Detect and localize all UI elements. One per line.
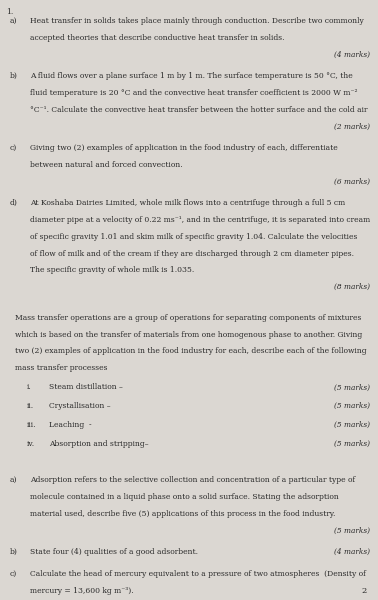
Text: (8 marks): (8 marks) xyxy=(335,283,370,291)
Text: Heat transfer in solids takes place mainly through conduction. Describe two comm: Heat transfer in solids takes place main… xyxy=(30,17,364,25)
Text: molecule contained in a liquid phase onto a solid surface. Stating the adsorptio: molecule contained in a liquid phase ont… xyxy=(30,493,339,501)
Text: (5 marks): (5 marks) xyxy=(335,527,370,535)
Text: °C⁻¹. Calculate the convective heat transfer between the hotter surface and the : °C⁻¹. Calculate the convective heat tran… xyxy=(30,106,368,113)
Text: b): b) xyxy=(9,72,17,80)
Text: accepted theories that describe conductive heat transfer in solids.: accepted theories that describe conducti… xyxy=(30,34,285,41)
Text: (4 marks): (4 marks) xyxy=(335,50,370,58)
Text: Adsorption refers to the selective collection and concentration of a particular : Adsorption refers to the selective colle… xyxy=(30,476,355,484)
Text: b): b) xyxy=(9,548,17,556)
Text: two (2) examples of application in the food industry for each, describe each of : two (2) examples of application in the f… xyxy=(15,347,367,355)
Text: ii.: ii. xyxy=(26,402,34,410)
Text: iii.: iii. xyxy=(26,421,36,429)
Text: Absorption and stripping–: Absorption and stripping– xyxy=(49,440,149,448)
Text: which is based on the transfer of materials from one homogenous phase to another: which is based on the transfer of materi… xyxy=(15,331,363,338)
Text: c): c) xyxy=(9,570,17,578)
Text: (4 marks): (4 marks) xyxy=(335,548,370,556)
Text: diameter pipe at a velocity of 0.22 ms⁻¹, and in the centrifuge, it is separated: diameter pipe at a velocity of 0.22 ms⁻¹… xyxy=(30,216,370,224)
Text: The specific gravity of whole milk is 1.035.: The specific gravity of whole milk is 1.… xyxy=(30,266,195,274)
Text: fluid temperature is 20 °C and the convective heat transfer coefficient is 2000 : fluid temperature is 20 °C and the conve… xyxy=(30,89,358,97)
Text: (5 marks): (5 marks) xyxy=(335,402,370,410)
Text: Mass transfer operations are a group of operations for separating components of : Mass transfer operations are a group of … xyxy=(15,314,361,322)
Text: c): c) xyxy=(9,144,17,152)
Text: a): a) xyxy=(9,476,17,484)
Text: Steam distillation –: Steam distillation – xyxy=(49,383,123,391)
Text: A fluid flows over a plane surface 1 m by 1 m. The surface temperature is 50 °C,: A fluid flows over a plane surface 1 m b… xyxy=(30,72,353,80)
Text: State four (4) qualities of a good adsorbent.: State four (4) qualities of a good adsor… xyxy=(30,548,198,556)
Text: a): a) xyxy=(9,17,17,25)
Text: Giving two (2) examples of application in the food industry of each, differentia: Giving two (2) examples of application i… xyxy=(30,144,338,152)
Text: material used, describe five (5) applications of this process in the food indust: material used, describe five (5) applica… xyxy=(30,510,336,518)
Text: i.: i. xyxy=(26,383,31,391)
Text: (5 marks): (5 marks) xyxy=(335,440,370,448)
Text: Leaching  -: Leaching - xyxy=(49,421,92,429)
Text: (6 marks): (6 marks) xyxy=(335,178,370,185)
Text: of specific gravity 1.01 and skim milk of specific gravity 1.04. Calculate the v: of specific gravity 1.01 and skim milk o… xyxy=(30,233,358,241)
Text: (2 marks): (2 marks) xyxy=(335,122,370,130)
Text: between natural and forced convection.: between natural and forced convection. xyxy=(30,161,183,169)
Text: (5 marks): (5 marks) xyxy=(335,383,370,391)
Text: 1.: 1. xyxy=(6,8,13,16)
Text: mercury = 13,600 kg m⁻³).: mercury = 13,600 kg m⁻³). xyxy=(30,587,134,595)
Text: of flow of milk and of the cream if they are discharged through 2 cm diameter pi: of flow of milk and of the cream if they… xyxy=(30,250,354,257)
Text: iv.: iv. xyxy=(26,440,34,448)
Text: d): d) xyxy=(9,199,17,207)
Text: (5 marks): (5 marks) xyxy=(335,421,370,429)
Text: mass transfer processes: mass transfer processes xyxy=(15,364,108,372)
Text: Crystallisation –: Crystallisation – xyxy=(49,402,111,410)
Text: Calculate the head of mercury equivalent to a pressure of two atmospheres  (Dens: Calculate the head of mercury equivalent… xyxy=(30,570,366,578)
Text: At Koshaba Dairies Limited, whole milk flows into a centrifuge through a full 5 : At Koshaba Dairies Limited, whole milk f… xyxy=(30,199,345,207)
Text: 2: 2 xyxy=(361,587,367,595)
